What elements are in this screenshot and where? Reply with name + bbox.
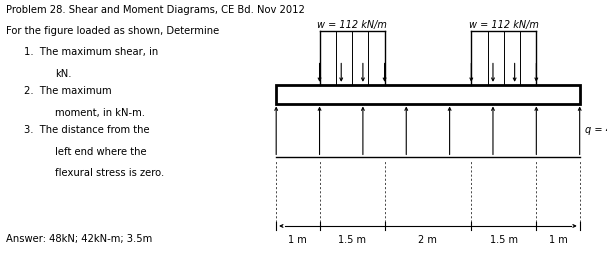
Text: 1 m: 1 m (549, 235, 568, 245)
Text: Answer: 48kN; 42kN-m; 3.5m: Answer: 48kN; 42kN-m; 3.5m (6, 234, 152, 244)
Text: q = 48 kN/m: q = 48 kN/m (585, 125, 607, 136)
Text: flexural stress is zero.: flexural stress is zero. (55, 168, 164, 178)
Text: 2 m: 2 m (418, 235, 438, 245)
Text: 3.  The distance from the: 3. The distance from the (24, 125, 150, 135)
Text: 1 m: 1 m (288, 235, 307, 245)
Text: 1.  The maximum shear, in: 1. The maximum shear, in (24, 47, 158, 57)
Text: w = 112 kN/m: w = 112 kN/m (317, 20, 387, 30)
Text: left end where the: left end where the (55, 147, 146, 157)
Bar (276, 85, 580, 104)
Text: 2.  The maximum: 2. The maximum (24, 86, 112, 96)
Text: kN.: kN. (55, 69, 71, 79)
Text: Problem 28. Shear and Moment Diagrams, CE Bd. Nov 2012: Problem 28. Shear and Moment Diagrams, C… (6, 5, 305, 15)
Text: For the figure loaded as shown, Determine: For the figure loaded as shown, Determin… (6, 26, 219, 36)
Text: w = 112 kN/m: w = 112 kN/m (469, 20, 539, 30)
Text: 1.5 m: 1.5 m (338, 235, 366, 245)
Text: 1.5 m: 1.5 m (490, 235, 518, 245)
Text: moment, in kN-m.: moment, in kN-m. (55, 108, 144, 118)
